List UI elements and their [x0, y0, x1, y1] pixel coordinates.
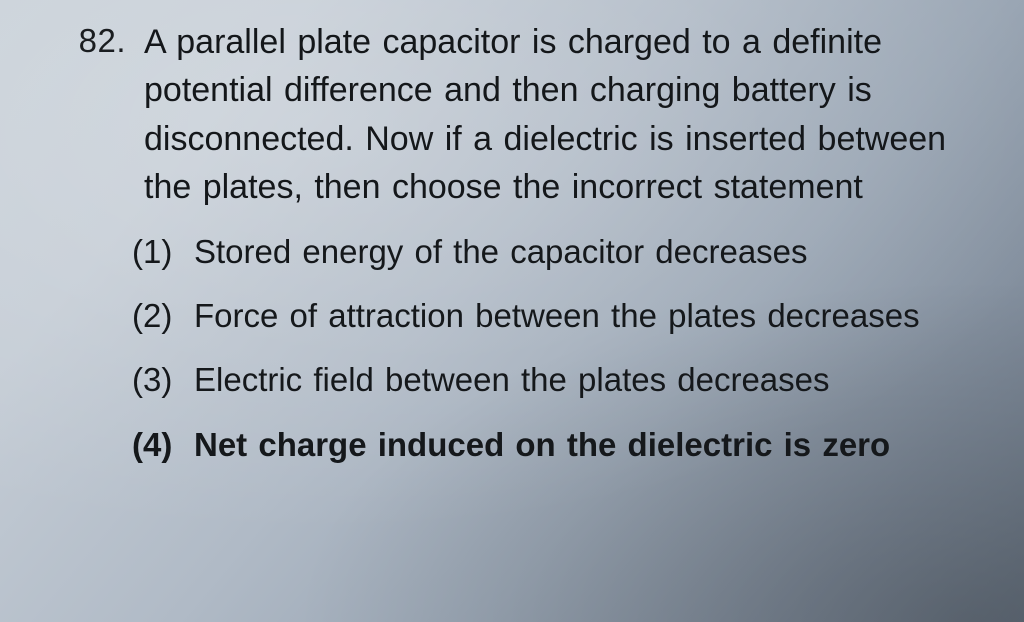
options-list: (1) Stored energy of the capacitor decre…	[40, 229, 980, 468]
option-1-label: (1)	[132, 229, 194, 275]
option-2-text: Force of attraction between the plates d…	[194, 293, 980, 339]
question-page: 82. A parallel plate capacitor is charge…	[0, 0, 1024, 468]
option-4: (4) Net charge induced on the dielectric…	[132, 422, 980, 468]
option-3: (3) Electric field between the plates de…	[132, 357, 980, 403]
question-text: A parallel plate capacitor is charged to…	[144, 18, 980, 211]
option-3-text: Electric field between the plates decrea…	[194, 357, 980, 403]
option-4-label: (4)	[132, 422, 194, 468]
option-3-label: (3)	[132, 357, 194, 403]
option-4-text: Net charge induced on the dielectric is …	[194, 422, 980, 468]
question-row: 82. A parallel plate capacitor is charge…	[40, 18, 980, 211]
question-number: 82.	[40, 18, 144, 60]
option-2: (2) Force of attraction between the plat…	[132, 293, 980, 339]
option-2-label: (2)	[132, 293, 194, 339]
option-1: (1) Stored energy of the capacitor decre…	[132, 229, 980, 275]
option-1-text: Stored energy of the capacitor decreases	[194, 229, 980, 275]
